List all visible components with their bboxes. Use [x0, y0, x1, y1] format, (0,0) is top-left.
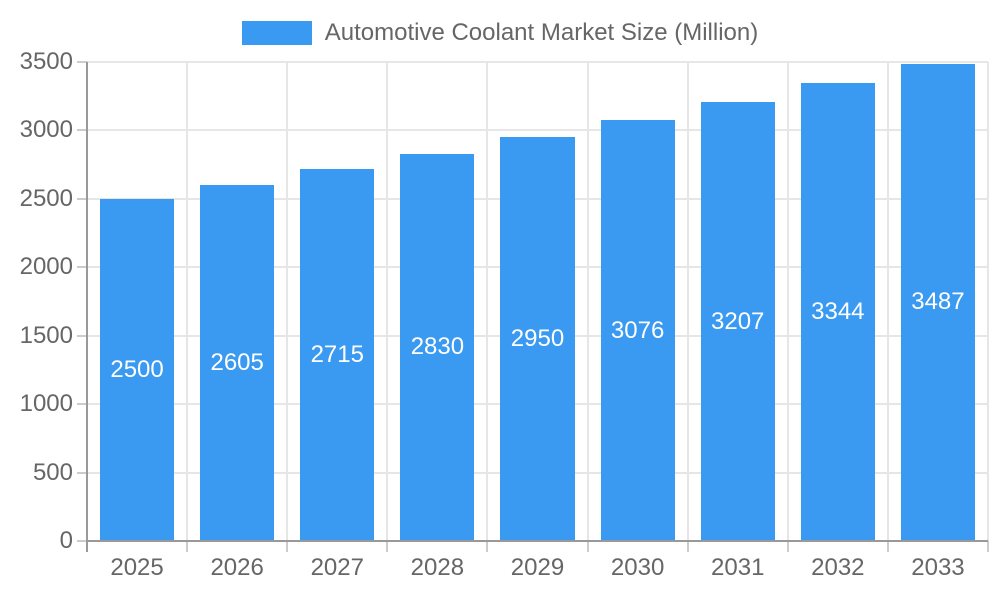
x-axis-label: 2031	[711, 554, 765, 581]
bar-value-label: 3076	[610, 316, 665, 344]
y-axis-tick	[77, 266, 87, 269]
h-gridline	[87, 61, 988, 63]
bar-value-label: 2830	[410, 333, 465, 361]
y-axis-line	[86, 62, 88, 541]
bar-value-label: 3207	[711, 307, 765, 335]
bar-2033[interactable]: 3487	[900, 63, 975, 541]
x-axis-label: 2029	[510, 554, 565, 581]
plot-area: 0 500 1000 1500 2000 2500 3000 3500 2500 2025 2605…	[20, 48, 989, 581]
bar-2027[interactable]: 2715	[300, 169, 375, 541]
bar-2032[interactable]: 3344	[800, 83, 875, 541]
y-axis-tick	[77, 197, 87, 200]
x-axis-label: 2025	[110, 554, 164, 581]
h-gridline	[87, 129, 988, 132]
bar-2029[interactable]: 2950	[500, 137, 575, 541]
x-axis-tick	[786, 541, 789, 552]
y-axis-tick	[77, 540, 87, 542]
x-axis-tick	[286, 541, 289, 552]
x-axis-label: 2030	[610, 554, 665, 581]
y-axis-label: 1500	[19, 321, 73, 349]
bar-value-label: 3344	[811, 298, 865, 326]
x-axis-label: 2032	[811, 554, 865, 581]
v-gridline	[186, 62, 189, 541]
x-axis-tick	[86, 541, 88, 552]
bar-value-label: 2605	[210, 348, 264, 376]
bar-2026[interactable]: 2605	[200, 184, 275, 541]
x-axis-line	[87, 540, 988, 542]
y-axis-tick	[77, 61, 87, 63]
bar-2028[interactable]: 2830	[400, 153, 475, 541]
y-axis-tick	[77, 403, 87, 406]
legend-label: Automotive Coolant Market Size (Million)	[324, 19, 759, 46]
x-axis-tick	[186, 541, 189, 552]
bar-2025[interactable]: 2500	[100, 198, 175, 541]
bar-value-label: 2500	[110, 355, 164, 383]
v-gridline	[886, 62, 889, 541]
x-axis-tick	[386, 541, 389, 552]
legend[interactable]: Automotive Coolant Market Size (Million)	[0, 19, 1000, 47]
y-axis-label: 3500	[19, 48, 73, 75]
y-axis-tick	[77, 471, 87, 474]
y-axis-tick	[77, 129, 87, 132]
x-axis-tick	[987, 541, 989, 552]
y-axis-label: 2000	[19, 253, 73, 281]
y-axis-tick	[77, 334, 87, 337]
bar-value-label: 2715	[310, 341, 364, 369]
x-axis-label: 2028	[410, 554, 465, 581]
x-axis-label: 2027	[310, 554, 364, 581]
v-gridline	[386, 62, 389, 541]
v-gridline	[286, 62, 289, 541]
bar-value-label: 3487	[911, 288, 965, 316]
y-axis-label: 0	[59, 527, 73, 554]
bar-2030[interactable]: 3076	[600, 120, 675, 541]
y-axis-label: 2500	[19, 184, 73, 212]
y-axis-label: 500	[32, 458, 73, 486]
y-axis-label: 3000	[19, 116, 73, 144]
v-gridline	[987, 62, 989, 541]
x-axis-tick	[486, 541, 489, 552]
x-axis-tick	[686, 541, 689, 552]
bar-2031[interactable]: 3207	[700, 102, 775, 541]
bar-value-label: 2950	[510, 325, 565, 353]
x-axis-label: 2026	[210, 554, 264, 581]
v-gridline	[786, 62, 789, 541]
v-gridline	[586, 62, 589, 541]
legend-swatch	[241, 21, 312, 45]
y-axis-label: 1000	[19, 390, 73, 418]
x-axis-tick	[586, 541, 589, 552]
v-gridline	[686, 62, 689, 541]
x-axis-tick	[886, 541, 889, 552]
v-gridline	[486, 62, 489, 541]
x-axis-label: 2033	[911, 554, 965, 581]
